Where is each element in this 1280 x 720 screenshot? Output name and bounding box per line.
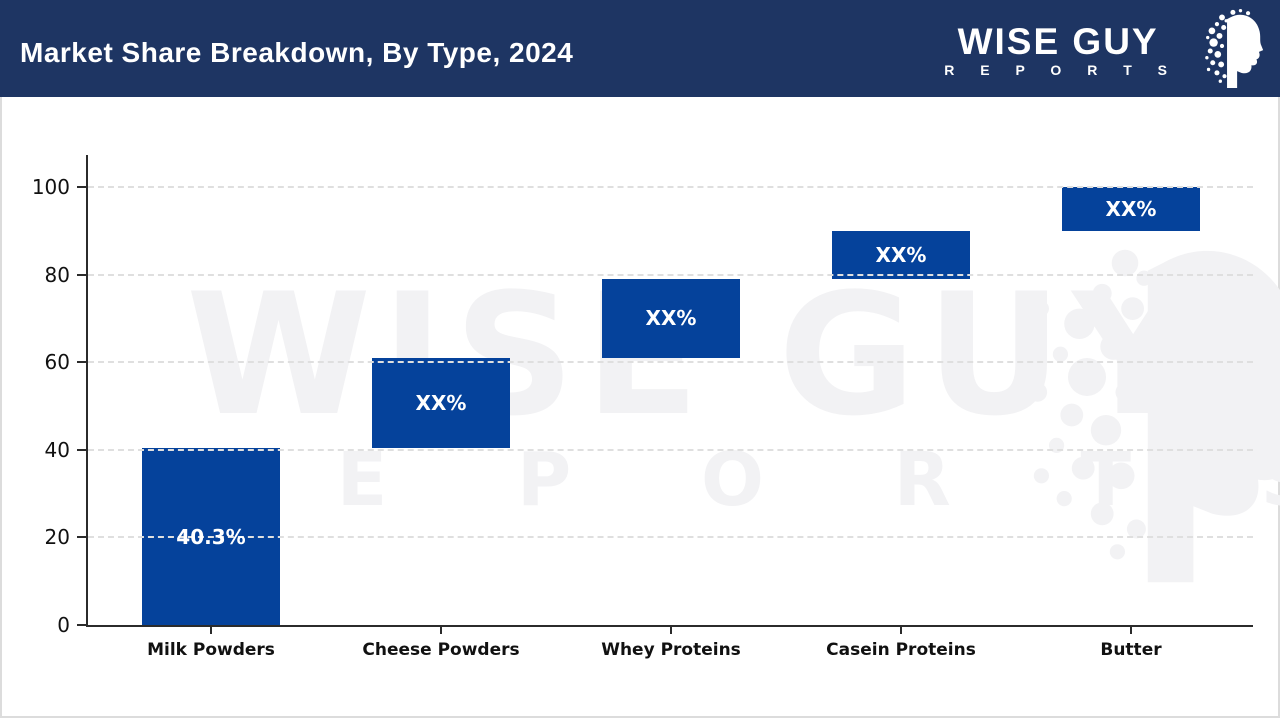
dotted-head-icon <box>1205 8 1264 88</box>
logo-subtext: R E P O R T S <box>944 61 1178 78</box>
wiseguy-logo: WISE GUY R E P O R T S <box>938 4 1264 94</box>
logo-wordmark: WISE GUY <box>957 20 1159 62</box>
chart-body-background <box>0 97 1280 718</box>
header-bar: Market Share Breakdown, By Type, 2024 WI… <box>0 0 1280 97</box>
wiseguy-logo-text: WISE GUY R E P O R T S <box>938 20 1178 79</box>
page-title: Market Share Breakdown, By Type, 2024 <box>20 36 574 68</box>
